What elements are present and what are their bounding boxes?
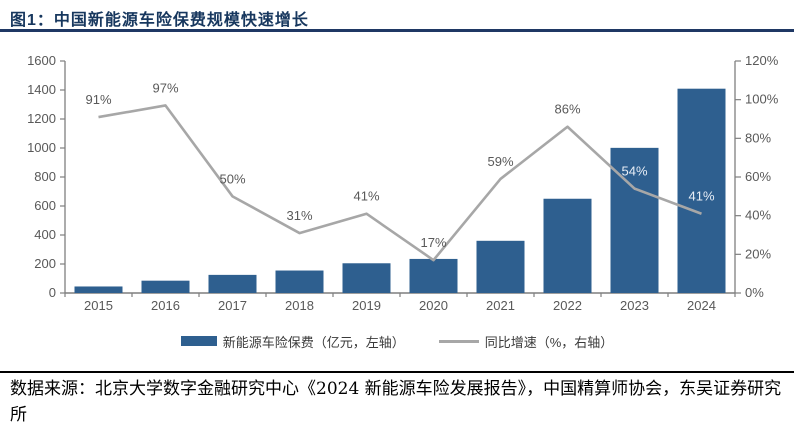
legend-label-premium: 新能源车险保费（亿元，左轴） bbox=[222, 334, 405, 350]
left-axis-tick-label: 0 bbox=[49, 285, 56, 300]
chart-svg: 0 200 400 600 800 1000 1200 1400 1600 0% 20% 40% 60%… bbox=[27, 53, 779, 313]
bar-2022 bbox=[543, 198, 592, 293]
source-note: 数据来源：北京大学数字金融研究中心《2024 新能源车险发展报告》，中国精算师协… bbox=[10, 379, 782, 425]
growth-label-2015: 91% bbox=[85, 92, 111, 107]
left-axis-tick-label: 800 bbox=[34, 169, 56, 184]
legend-item-premium: 新能源车险保费（亿元，左轴） bbox=[180, 332, 405, 351]
bar-2024 bbox=[677, 88, 726, 293]
right-axis-tick-label: 40% bbox=[745, 208, 771, 223]
bar-2015 bbox=[74, 286, 123, 293]
right-axis-tick-label: 60% bbox=[745, 169, 771, 184]
x-axis-label: 2024 bbox=[687, 298, 716, 313]
bar-swatch-icon bbox=[180, 336, 217, 346]
bar-2016 bbox=[141, 280, 190, 293]
growth-label-2022: 86% bbox=[554, 102, 580, 117]
bar-2017 bbox=[208, 274, 257, 293]
x-axis-label: 2018 bbox=[285, 298, 314, 313]
bar-2018 bbox=[275, 270, 324, 293]
growth-label-2017: 50% bbox=[219, 171, 245, 186]
right-axis-tick-label: 80% bbox=[745, 130, 771, 145]
growth-label-2019: 41% bbox=[353, 189, 379, 204]
right-axis-tick-label: 100% bbox=[745, 92, 779, 107]
left-axis-tick-label: 1600 bbox=[27, 53, 56, 68]
title-divider bbox=[0, 29, 794, 32]
legend-item-growth: 同比增速（%，右轴） bbox=[438, 332, 614, 351]
left-axis-tick-label: 200 bbox=[34, 256, 56, 271]
bar-2021 bbox=[476, 240, 525, 293]
growth-label-2021: 59% bbox=[487, 154, 513, 169]
growth-label-2024: 41% bbox=[688, 189, 714, 204]
source-divider bbox=[0, 371, 794, 373]
left-axis-tick-label: 1200 bbox=[27, 111, 56, 126]
line-swatch-icon bbox=[438, 339, 479, 343]
right-axis-tick-label: 0% bbox=[745, 285, 764, 300]
bar-2019 bbox=[342, 263, 391, 293]
legend-label-growth: 同比增速（%，右轴） bbox=[484, 334, 614, 350]
left-axis-tick-label: 1400 bbox=[27, 82, 56, 97]
x-axis-label: 2015 bbox=[84, 298, 113, 313]
figure-title: 图1：中国新能源车险保费规模快速增长 bbox=[10, 12, 309, 29]
growth-label-2018: 31% bbox=[286, 208, 312, 223]
bar-2023 bbox=[610, 147, 659, 293]
growth-label-2020: 17% bbox=[420, 235, 446, 250]
x-axis-label: 2020 bbox=[419, 298, 448, 313]
growth-label-2016: 97% bbox=[152, 80, 178, 95]
x-axis-label: 2021 bbox=[486, 298, 515, 313]
chart-legend: 新能源车险保费（亿元，左轴） 同比增速（%，右轴） bbox=[0, 332, 794, 351]
right-axis-tick-label: 120% bbox=[745, 53, 779, 68]
x-axis-label: 2017 bbox=[218, 298, 247, 313]
x-axis-label: 2019 bbox=[352, 298, 381, 313]
x-axis-label: 2022 bbox=[553, 298, 582, 313]
left-axis-tick-label: 1000 bbox=[27, 140, 56, 155]
x-axis-label: 2016 bbox=[151, 298, 180, 313]
bar-2020 bbox=[409, 258, 458, 293]
left-axis-tick-label: 400 bbox=[34, 227, 56, 242]
x-axis-label: 2023 bbox=[620, 298, 649, 313]
left-axis-tick-label: 600 bbox=[34, 198, 56, 213]
growth-line bbox=[98, 104, 702, 262]
growth-label-2023: 54% bbox=[621, 164, 647, 179]
right-axis-tick-label: 20% bbox=[745, 246, 771, 261]
